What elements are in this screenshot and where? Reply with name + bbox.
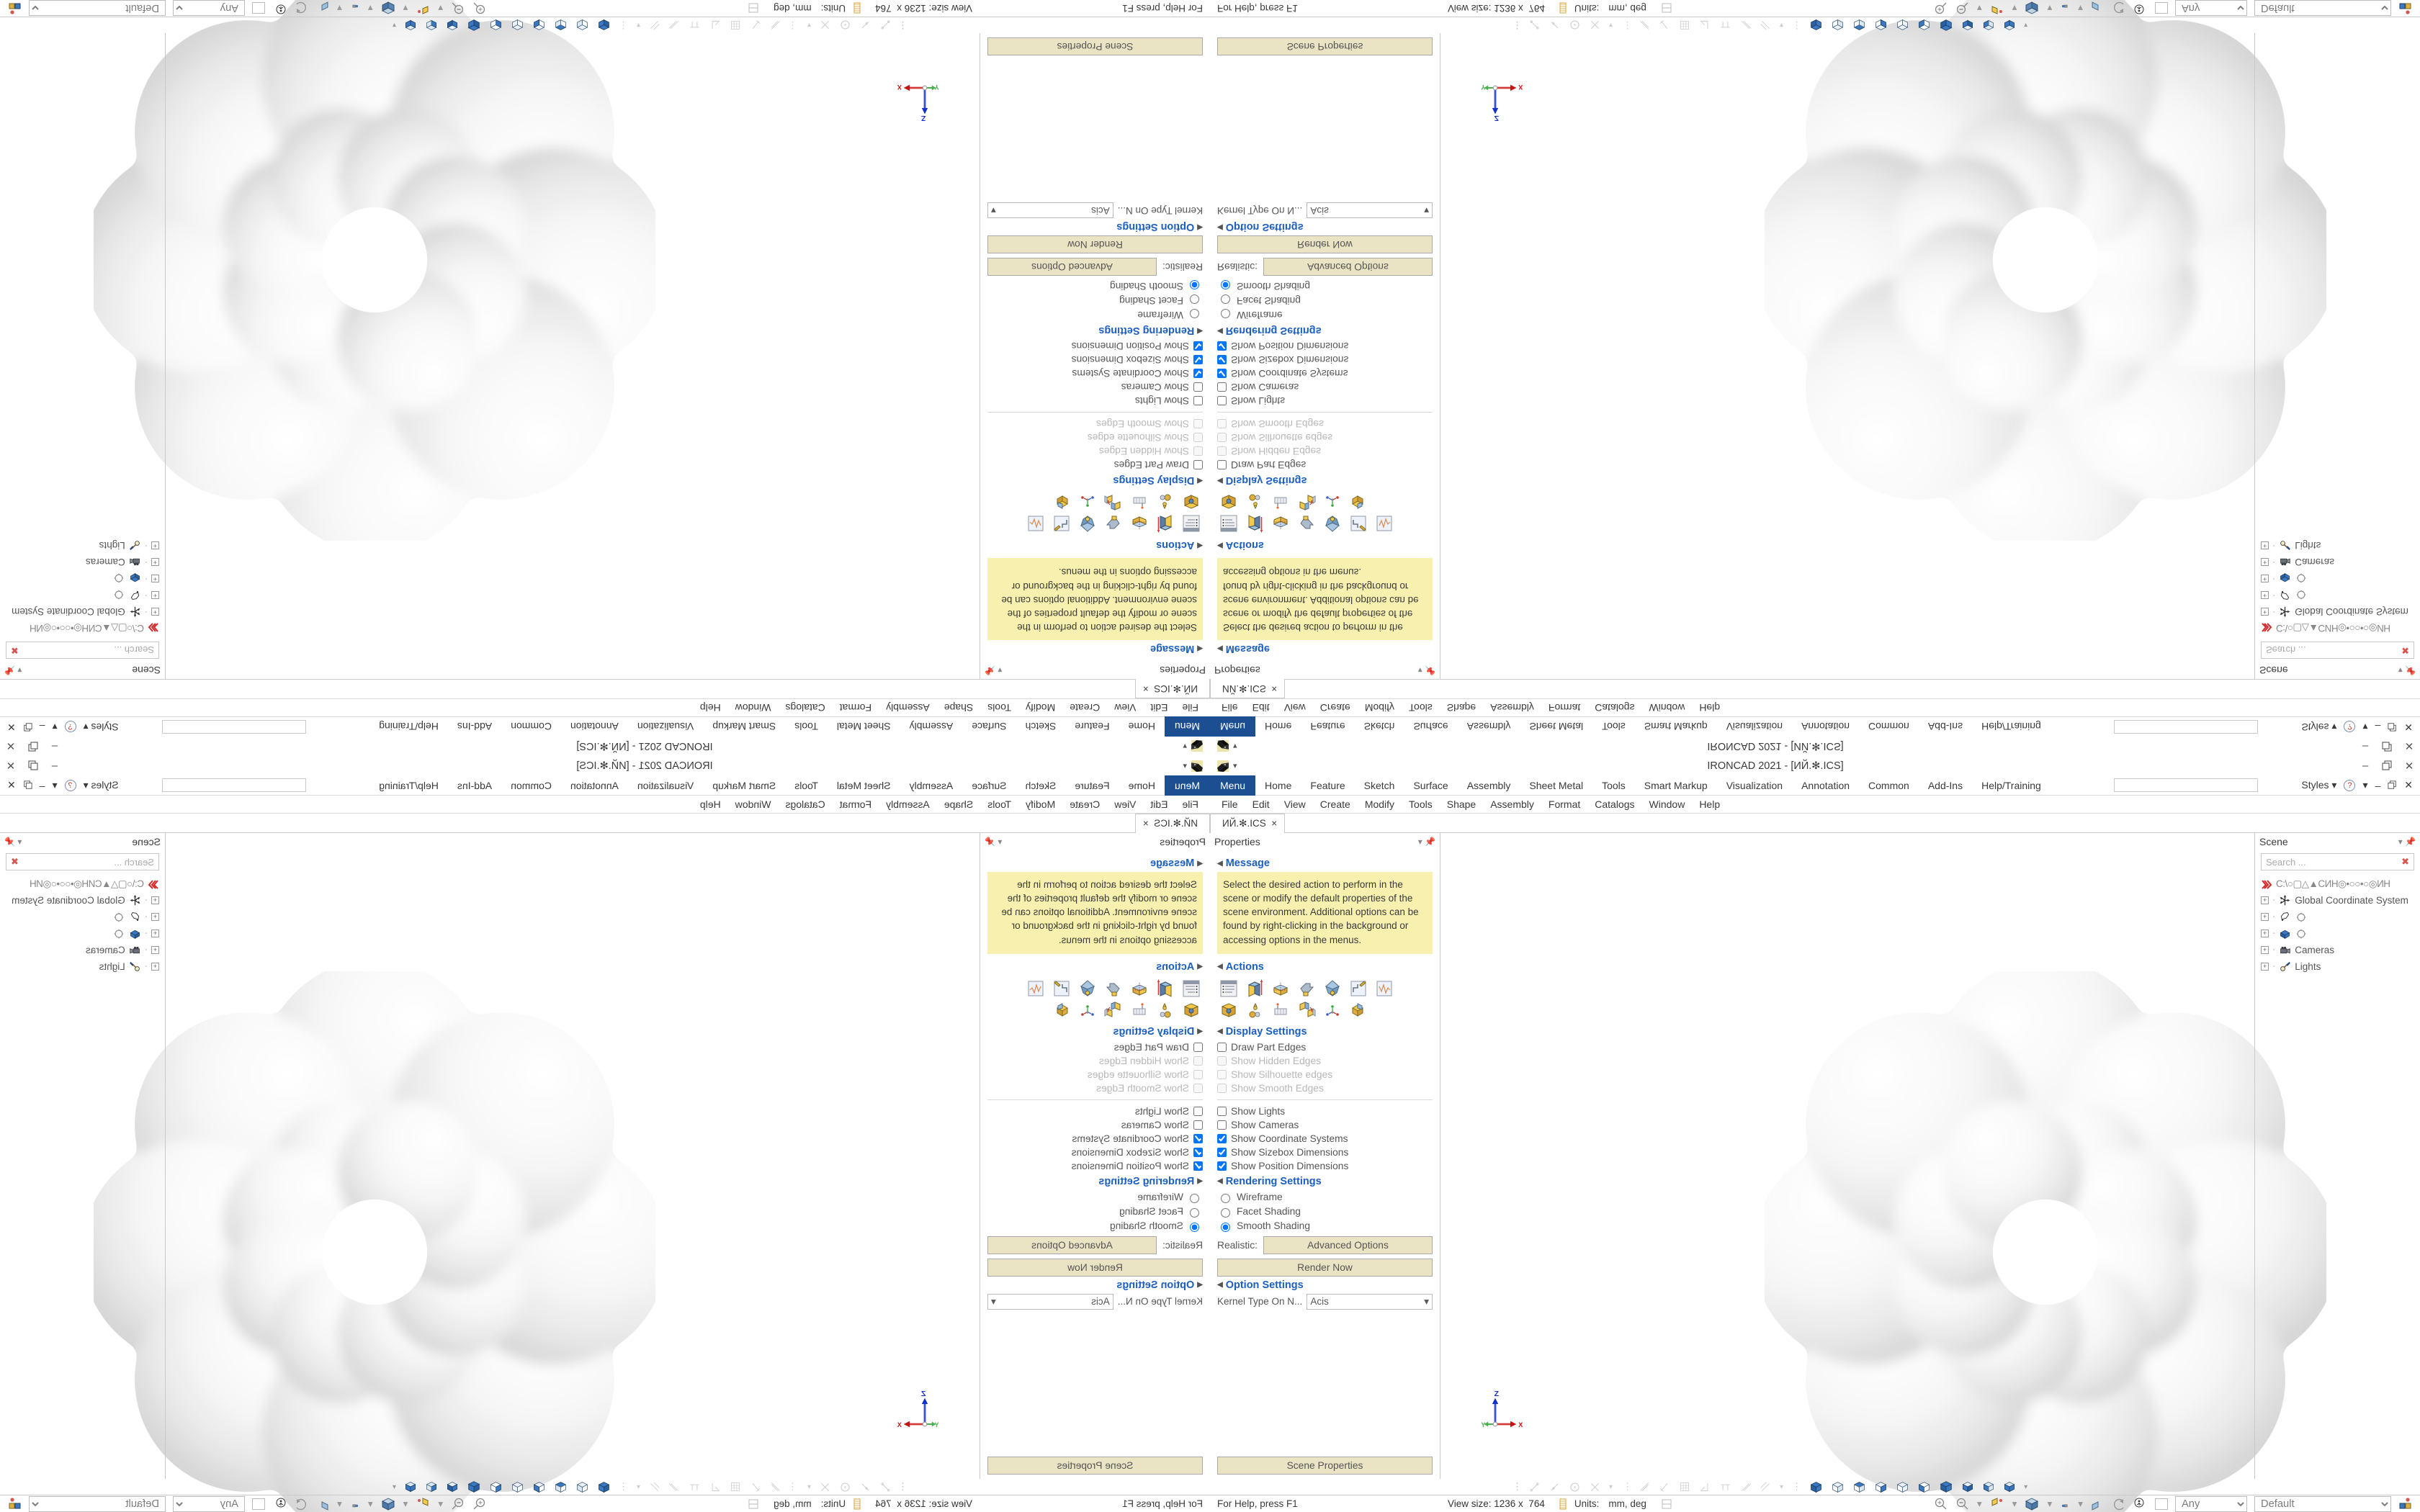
svg-text:X: X	[897, 1421, 902, 1428]
svg-text:X: X	[897, 84, 902, 91]
svg-text:Z: Z	[920, 114, 926, 122]
svg-text:X: X	[1518, 84, 1523, 91]
svg-text:X: X	[1518, 1421, 1523, 1428]
svg-text:Y: Y	[1481, 84, 1485, 91]
svg-text:Y: Y	[1481, 1421, 1485, 1428]
svg-text:Z: Z	[1494, 114, 1500, 122]
svg-text:Y: Y	[935, 1421, 939, 1428]
svg-text:Y: Y	[935, 84, 939, 91]
svg-text:Z: Z	[1494, 1390, 1500, 1398]
svg-text:Z: Z	[920, 1390, 926, 1398]
